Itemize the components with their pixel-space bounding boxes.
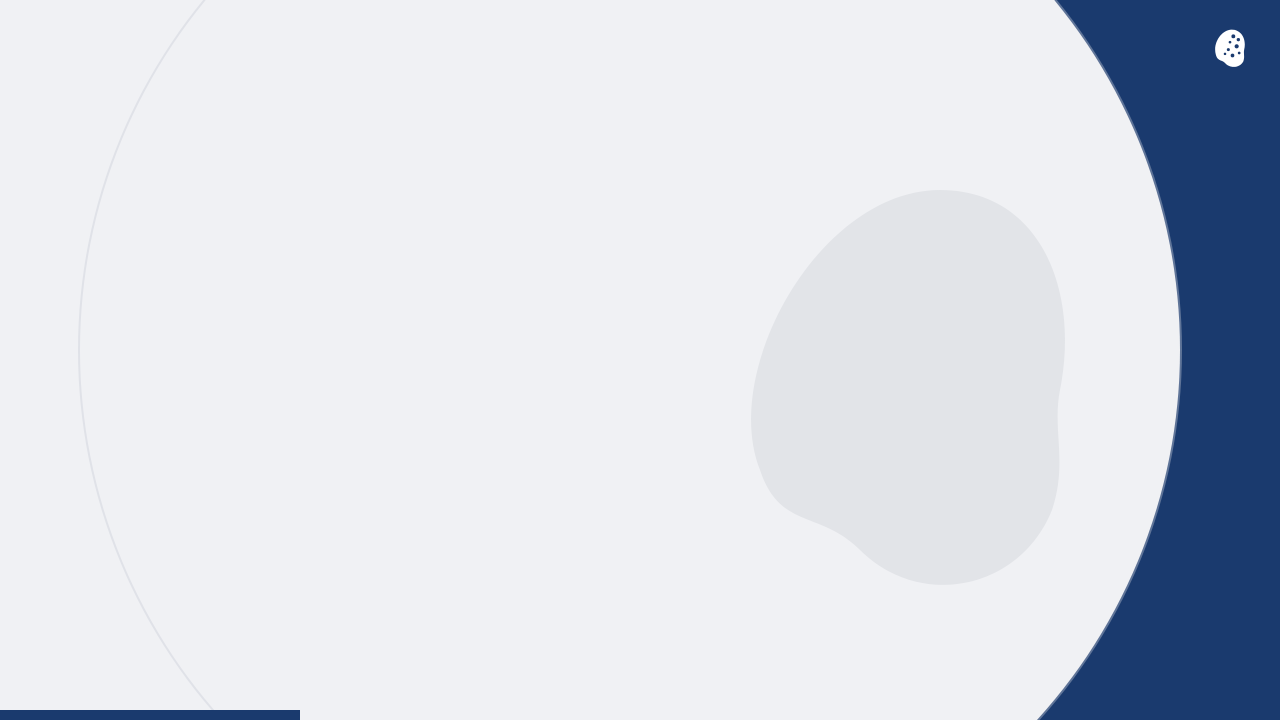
bottom-accent-bar xyxy=(0,710,300,720)
legend-item-2024 xyxy=(425,185,485,203)
logo-head-icon xyxy=(1210,28,1250,68)
bar-groups xyxy=(130,230,930,560)
legend-swatch-2032 xyxy=(545,185,591,203)
legend-swatch-2024 xyxy=(425,185,471,203)
legend-item-2032 xyxy=(545,185,605,203)
brand-logo xyxy=(990,28,1250,66)
legend xyxy=(100,185,930,203)
chart-area xyxy=(100,200,930,560)
